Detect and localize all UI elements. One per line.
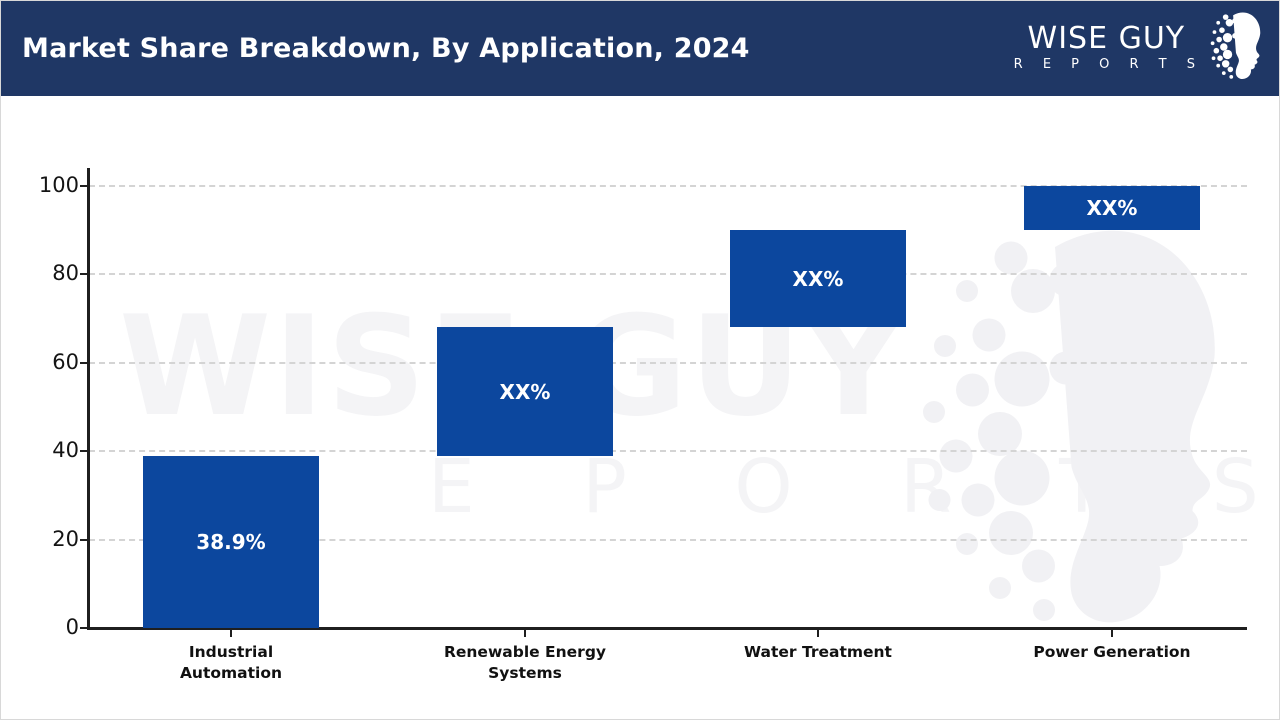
y-tick-label-20: 20: [52, 526, 79, 551]
bar-value-label: XX%: [792, 266, 844, 291]
bar-value-label: XX%: [1086, 196, 1138, 221]
x-tick-mark-0: [230, 629, 232, 637]
plot-area: 0 20 40 60 80 100 38.9% Industrial Automation XX%…: [1, 96, 1279, 719]
logo-wordmark: WISE GUY: [1027, 21, 1186, 56]
bar-value-label: 38.9%: [196, 530, 266, 555]
y-tick-label-60: 60: [52, 349, 79, 374]
x-category-label-0: Industrial Automation: [101, 642, 361, 684]
y-tick-label-100: 100: [38, 173, 79, 197]
header-bar: Market Share Breakdown, By Application, …: [1, 1, 1279, 96]
dotted-head-icon: [1210, 12, 1261, 79]
y-tick-mark-20: [80, 538, 88, 541]
bar-water-treatment: XX%: [730, 230, 906, 328]
chart-title: Market Share Breakdown, By Application, …: [22, 33, 750, 64]
watermark-dotted-head-icon: [923, 230, 1215, 623]
bar-industrial-automation: 38.9%: [143, 456, 319, 628]
y-tick-mark-0: [80, 627, 88, 629]
logo-subtitle: R E P O R T S: [1013, 57, 1203, 72]
y-tick-label-80: 80: [52, 261, 79, 286]
x-tick-mark-2: [817, 629, 819, 637]
x-category-label-line: Industrial: [188, 643, 274, 661]
gridline-100: [89, 185, 1247, 187]
gridline-80: [89, 273, 1247, 276]
x-category-label-line: Automation: [179, 663, 283, 682]
gridline-20: [89, 538, 1247, 541]
y-tick-label-0: 0: [65, 615, 79, 639]
bar-power-generation: XX%: [1024, 186, 1200, 231]
y-tick-mark-100: [80, 185, 88, 187]
x-category-label-line: Renewable Energy: [443, 643, 607, 661]
wise-guy-reports-logo: WISE GUY R E P O R T S: [1010, 9, 1263, 85]
gridline-60: [89, 361, 1247, 364]
x-category-label-1: Renewable Energy Systems: [395, 642, 655, 684]
y-tick-label-40: 40: [52, 438, 79, 463]
y-tick-mark-40: [80, 450, 88, 453]
x-category-label-line: Water Treatment: [744, 643, 892, 661]
bar-renewable-energy-systems: XX%: [437, 327, 613, 457]
x-tick-mark-3: [1111, 629, 1113, 637]
logo-text: WISE GUY R E P O R T S: [1010, 22, 1203, 72]
x-category-label-line: Power Generation: [1033, 643, 1191, 661]
y-axis-line: [87, 168, 90, 630]
x-category-label-line: Systems: [488, 663, 562, 682]
x-category-label-2: Water Treatment: [688, 642, 948, 663]
x-category-label-3: Power Generation: [982, 642, 1242, 663]
x-tick-mark-1: [524, 629, 526, 637]
y-tick-mark-80: [80, 273, 88, 276]
bar-value-label: XX%: [499, 379, 551, 404]
y-tick-mark-60: [80, 361, 88, 364]
chart-canvas: WISE GUY R E P O R T S 0 20 40 60 80 100 38.9%…: [1, 96, 1279, 719]
x-axis-line: [87, 627, 1247, 630]
gridline-40: [89, 450, 1247, 453]
